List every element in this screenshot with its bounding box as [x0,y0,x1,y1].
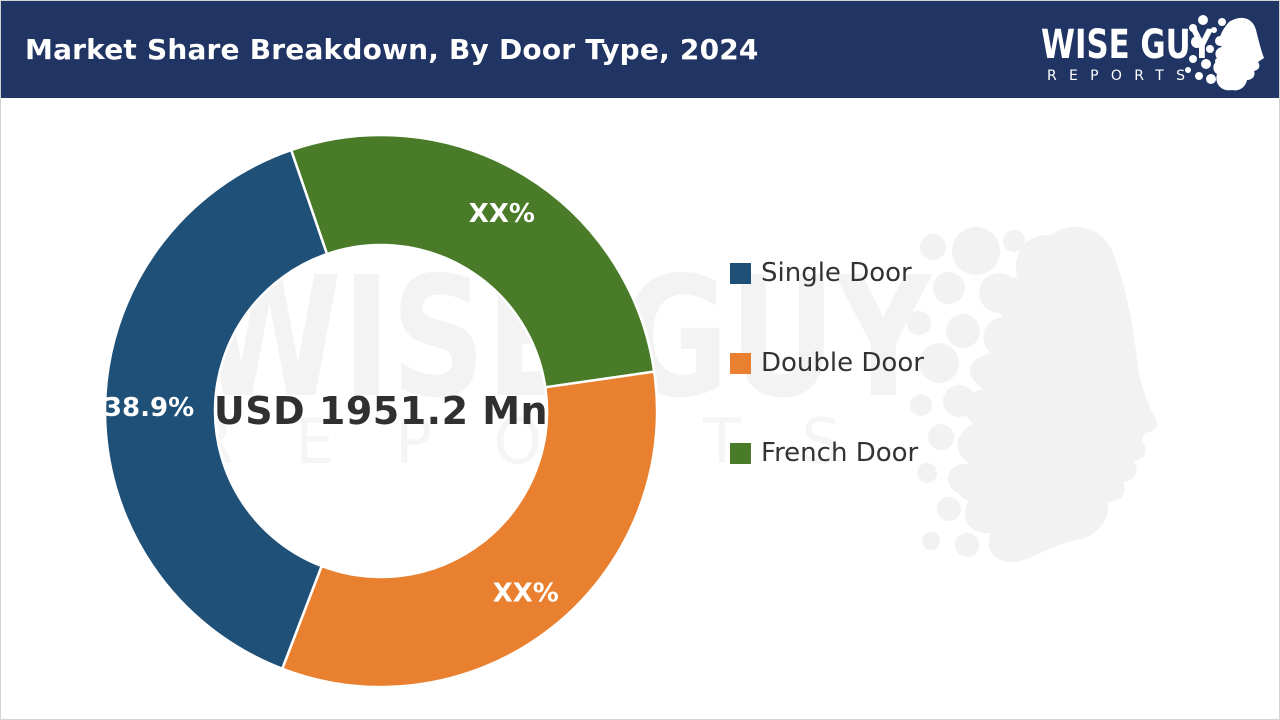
chart-legend: Single Door Double Door French Door [730,258,924,468]
slice-label-single-door: 38.9% [104,393,194,423]
wise-guy-reports-logo: WISE GUY REPORTS [1041,15,1264,91]
donut-slice-french-door [289,133,656,389]
logo-dot-face-icon [1185,15,1264,91]
watermark-dot-face-icon [907,226,1157,563]
legend-item-double-door: Double Door [730,348,924,378]
legend-item-single-door: Single Door [730,258,924,288]
legend-label-single-door: Single Door [761,258,912,288]
logo-line2: REPORTS [1047,68,1193,84]
legend-swatch-double-door [730,352,751,374]
donut-chart: XX% XX% 38.9% [103,133,659,689]
legend-swatch-single-door [730,262,751,284]
donut-slice-single-door [103,148,329,670]
donut-slice-double-door [281,370,659,689]
logo-line1: WISE GUY [1041,22,1214,68]
legend-label-french-door: French Door [761,438,919,468]
legend-label-double-door: Double Door [761,348,924,378]
legend-item-french-door: French Door [730,438,924,468]
header-bar: Market Share Breakdown, By Door Type, 20… [1,1,1279,98]
legend-swatch-french-door [730,442,751,464]
slice-label-french-door: XX% [469,199,535,229]
slice-label-double-door: XX% [493,578,559,608]
watermark-line2: REPORTS [191,405,881,478]
page-title: Market Share Breakdown, By Door Type, 20… [25,33,759,66]
